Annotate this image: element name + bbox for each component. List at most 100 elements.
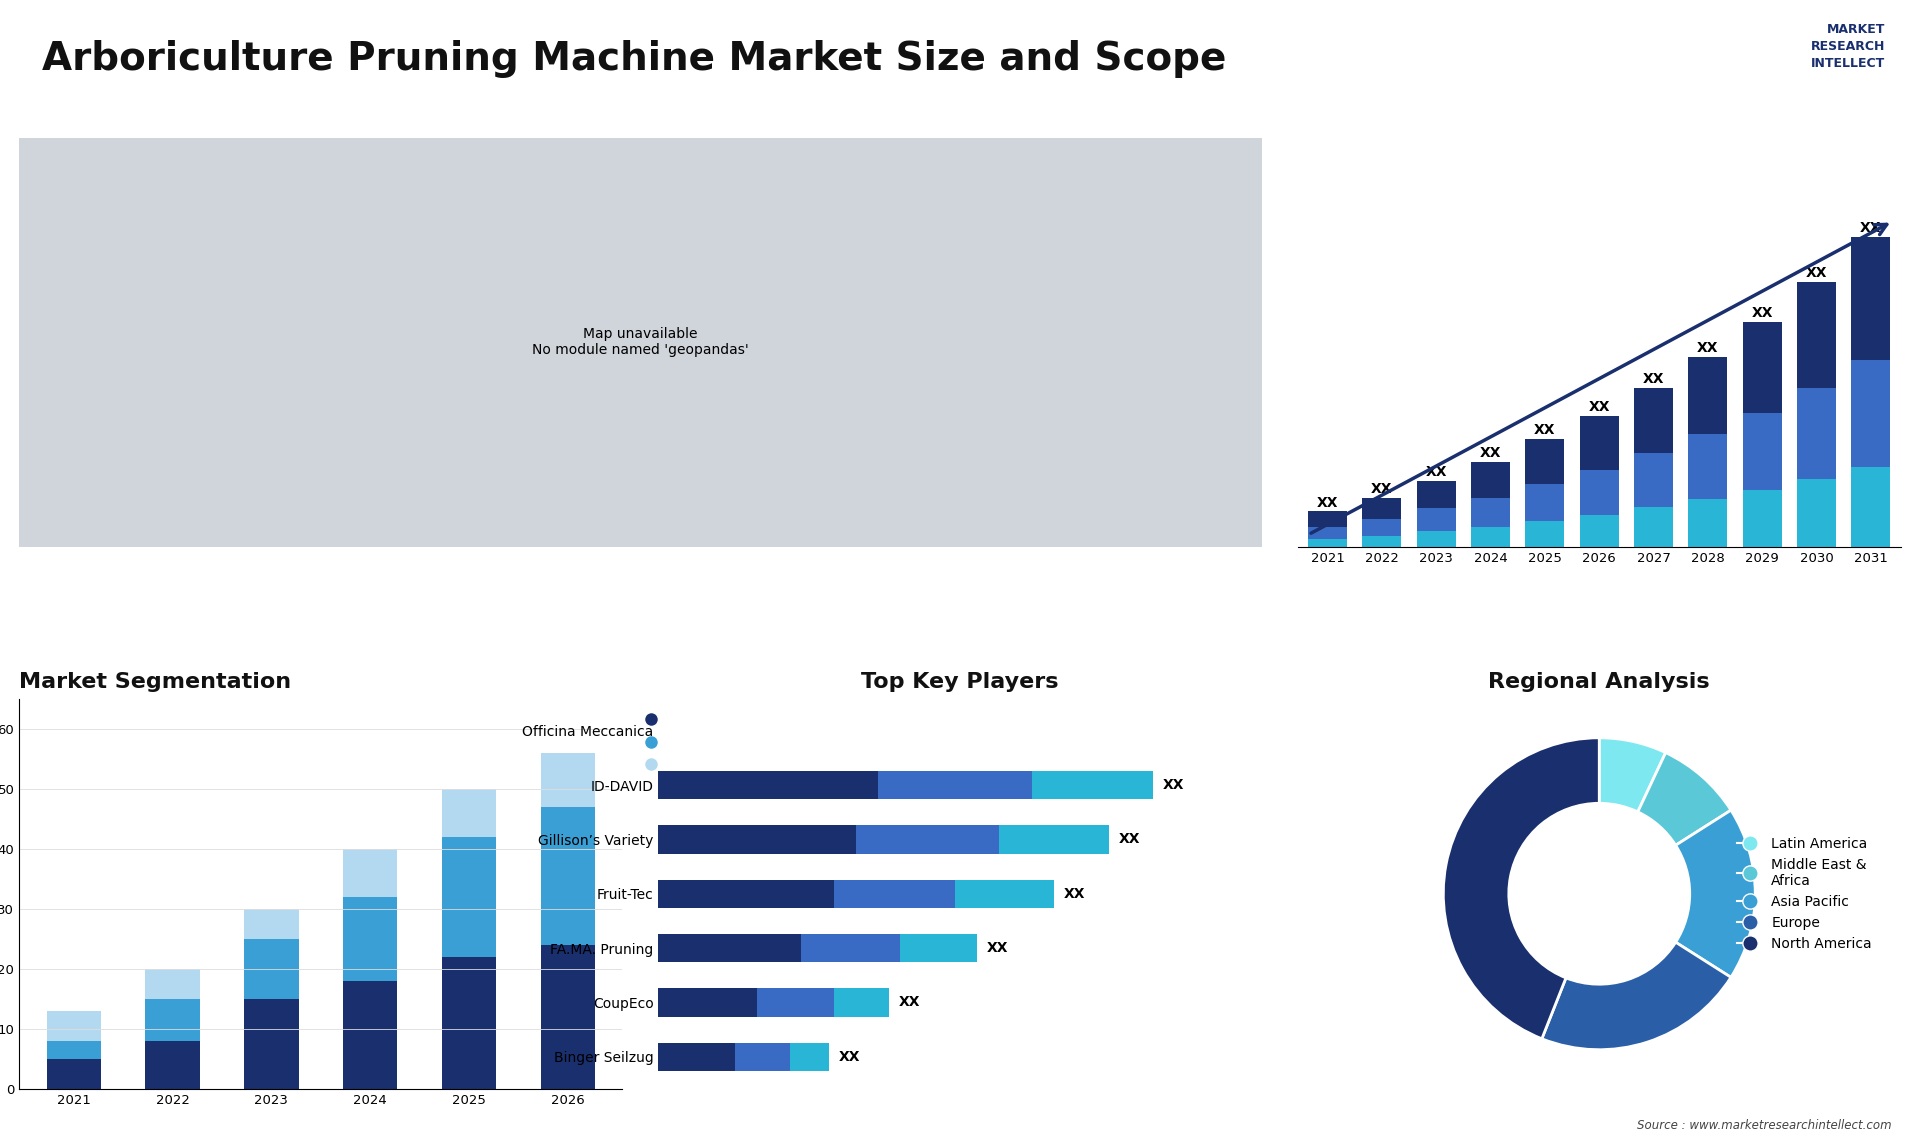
Bar <box>46 1041 102 1059</box>
Bar <box>442 837 495 957</box>
Bar <box>244 939 298 998</box>
Bar <box>659 880 833 908</box>
Text: XX: XX <box>1317 495 1338 510</box>
Text: Map unavailable
No module named 'geopandas': Map unavailable No module named 'geopand… <box>532 327 749 358</box>
Bar <box>1743 489 1782 547</box>
Legend: Type, Application, Geography: Type, Application, Geography <box>630 706 766 779</box>
Bar <box>244 909 298 939</box>
Bar <box>1743 413 1782 489</box>
Text: XX: XX <box>1644 372 1665 386</box>
Bar <box>756 988 833 1017</box>
Bar <box>1417 480 1455 509</box>
Bar <box>833 988 889 1017</box>
Bar <box>146 1041 200 1089</box>
Text: Market Segmentation: Market Segmentation <box>19 672 292 692</box>
Bar <box>900 934 977 963</box>
Bar <box>1688 434 1728 500</box>
Bar <box>1851 237 1891 360</box>
Bar <box>1363 536 1402 547</box>
Bar <box>659 1043 735 1072</box>
Bar <box>1688 358 1728 434</box>
Bar <box>735 1043 791 1072</box>
Bar <box>344 849 397 897</box>
Bar <box>1308 540 1348 547</box>
Bar <box>1308 511 1348 527</box>
Title: Top Key Players: Top Key Players <box>862 672 1058 692</box>
Bar <box>1417 532 1455 547</box>
Bar <box>442 788 495 837</box>
Bar <box>856 825 998 854</box>
Wedge shape <box>1676 810 1755 978</box>
Bar <box>1851 466 1891 547</box>
Text: XX: XX <box>839 1050 860 1063</box>
Bar <box>146 998 200 1041</box>
Bar <box>877 771 1031 799</box>
Bar <box>1363 497 1402 519</box>
Text: XX: XX <box>1697 342 1718 355</box>
Text: XX: XX <box>1164 778 1185 792</box>
Text: Arboriculture Pruning Machine Market Size and Scope: Arboriculture Pruning Machine Market Siz… <box>42 40 1227 78</box>
Bar <box>1634 453 1672 507</box>
Bar <box>1688 500 1728 547</box>
Bar <box>1797 282 1836 388</box>
Legend: Latin America, Middle East &
Africa, Asia Pacific, Europe, North America: Latin America, Middle East & Africa, Asi… <box>1732 831 1878 956</box>
Bar <box>541 944 595 1089</box>
Text: XX: XX <box>1119 832 1140 847</box>
Bar <box>1743 322 1782 413</box>
Bar <box>541 807 595 944</box>
Bar <box>1580 515 1619 547</box>
Bar <box>801 934 900 963</box>
Wedge shape <box>1444 738 1599 1038</box>
Bar <box>1524 439 1565 484</box>
Text: XX: XX <box>1534 423 1555 437</box>
Text: XX: XX <box>987 941 1008 955</box>
Bar <box>659 988 756 1017</box>
Title: Regional Analysis: Regional Analysis <box>1488 672 1711 692</box>
Bar <box>344 981 397 1089</box>
Bar <box>1797 388 1836 479</box>
Bar <box>954 880 1054 908</box>
Text: XX: XX <box>1371 481 1392 496</box>
Bar <box>146 968 200 998</box>
Text: XX: XX <box>1064 887 1085 901</box>
Wedge shape <box>1599 738 1667 811</box>
Bar <box>1471 527 1511 547</box>
Bar <box>442 957 495 1089</box>
Text: XX: XX <box>899 996 920 1010</box>
Bar <box>1471 497 1511 527</box>
Text: XX: XX <box>1807 266 1828 280</box>
Bar <box>344 897 397 981</box>
Bar <box>659 771 877 799</box>
Wedge shape <box>1638 753 1732 846</box>
Bar <box>659 825 856 854</box>
Bar <box>1524 484 1565 520</box>
Bar <box>833 880 954 908</box>
Bar <box>1363 519 1402 536</box>
Bar <box>46 1059 102 1089</box>
Bar <box>1634 388 1672 453</box>
Bar <box>1851 360 1891 466</box>
Text: XX: XX <box>1751 306 1772 320</box>
Text: XX: XX <box>1588 400 1611 414</box>
Bar <box>1031 771 1152 799</box>
Bar <box>46 1011 102 1041</box>
Text: XX: XX <box>1480 446 1501 461</box>
Bar <box>1417 509 1455 532</box>
Text: Source : www.marketresearchintellect.com: Source : www.marketresearchintellect.com <box>1636 1120 1891 1132</box>
Bar <box>998 825 1110 854</box>
Text: XX: XX <box>1860 221 1882 235</box>
Bar <box>1580 470 1619 515</box>
Bar <box>791 1043 829 1072</box>
Bar <box>1580 416 1619 470</box>
Bar <box>1524 520 1565 547</box>
Bar <box>541 753 595 807</box>
Text: MARKET
RESEARCH
INTELLECT: MARKET RESEARCH INTELLECT <box>1811 23 1885 70</box>
Text: XX: XX <box>1425 465 1448 479</box>
Wedge shape <box>1542 942 1732 1050</box>
Bar <box>1471 462 1511 497</box>
Bar <box>1308 527 1348 540</box>
Bar <box>1797 479 1836 547</box>
Bar <box>659 934 801 963</box>
Bar <box>1634 507 1672 547</box>
Bar <box>244 998 298 1089</box>
